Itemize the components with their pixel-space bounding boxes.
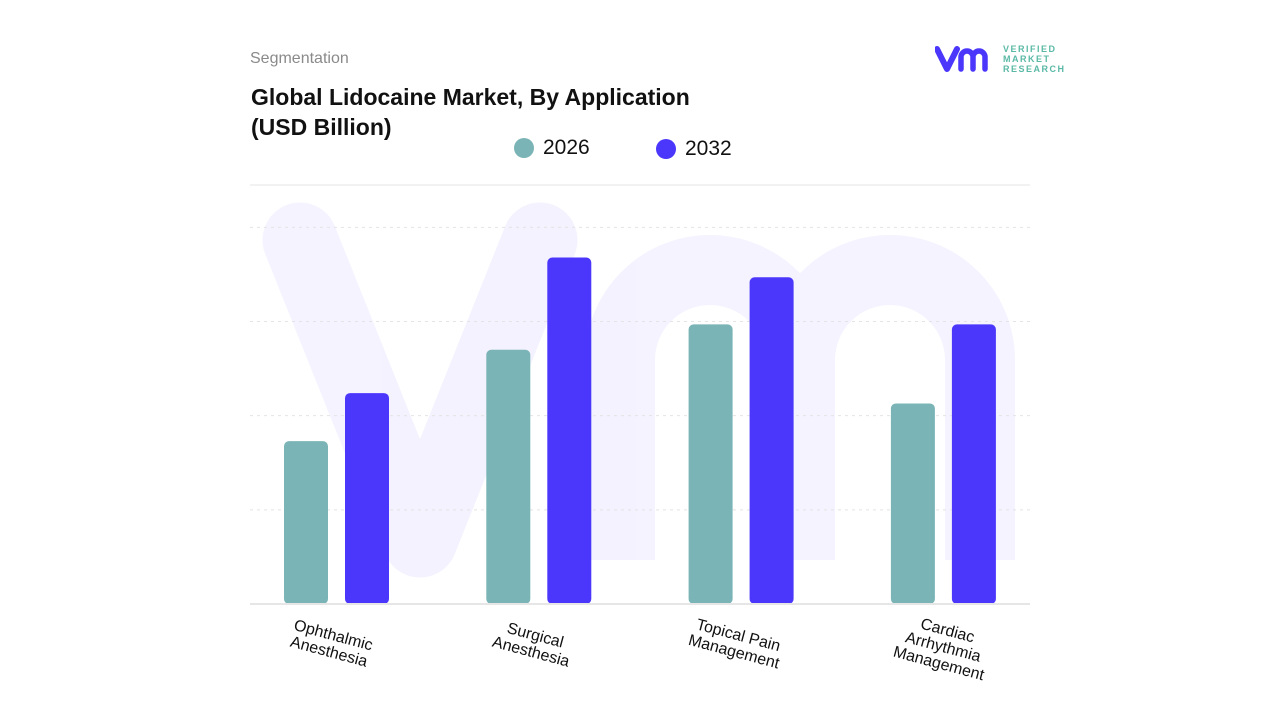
legend-label: 2032 [685,137,732,160]
watermark [262,202,1015,578]
legend-dot-icon [514,138,534,158]
chart-title: Global Lidocaine Market, By Application … [251,82,751,142]
legend-label: 2026 [543,136,590,159]
legend-item-2026: 2026 [514,136,590,160]
title-line-2: (USD Billion) [251,114,392,140]
bar-2032-1 [547,257,592,604]
logo-line: VERIFIED [1003,44,1057,54]
vmr-logo-icon [935,46,988,72]
bar-2032-2 [749,277,794,604]
bar-2026-0 [284,441,328,604]
legend-item-2032: 2032 [656,137,732,161]
section-label: Segmentation [250,50,349,67]
bar-2026-1 [486,349,531,604]
logo-line: RESEARCH [1003,64,1066,74]
bar-2032-0 [345,393,389,604]
bar-2032-3 [951,324,996,604]
legend-dot-icon [656,139,676,159]
bar-2026-2 [688,324,733,604]
bar-2026-3 [890,403,935,604]
title-line-1: Global Lidocaine Market, By Application [251,84,690,110]
vmr-logo: VERIFIED MARKET RESEARCH [935,44,1066,74]
logo-line: MARKET [1003,54,1051,64]
logo-text: VERIFIED MARKET RESEARCH [1003,44,1066,74]
